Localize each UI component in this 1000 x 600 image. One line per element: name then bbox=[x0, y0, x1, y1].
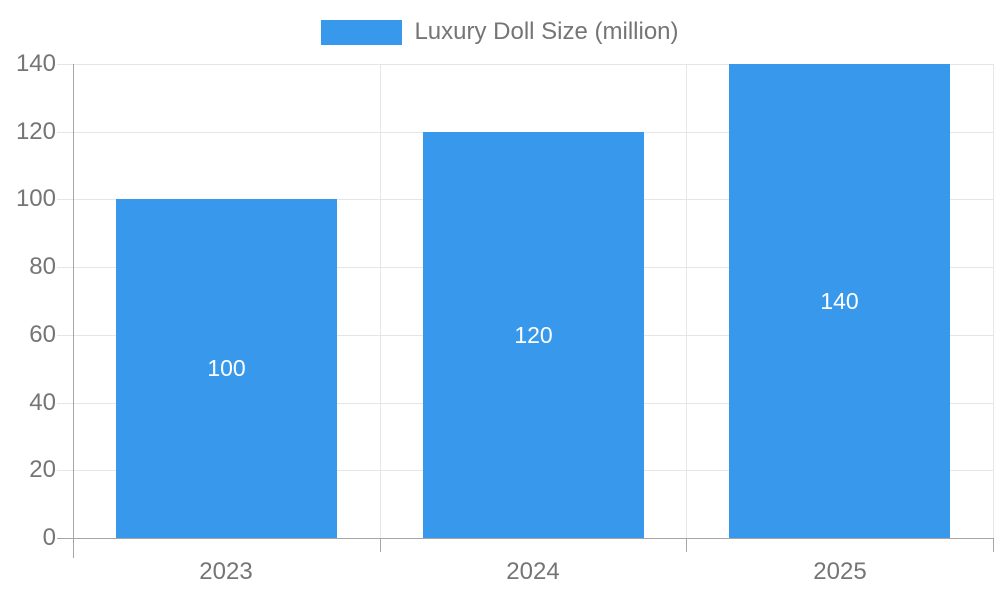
y-axis-tick-label: 100 bbox=[15, 185, 56, 212]
x-axis-tick-label: 2024 bbox=[506, 558, 560, 585]
x-axis-tick bbox=[993, 538, 994, 552]
y-axis-tick bbox=[57, 199, 73, 200]
bar-2025: 140 bbox=[729, 64, 950, 538]
bar-value-label: 100 bbox=[207, 355, 246, 381]
chart-legend[interactable]: Luxury Doll Size (million) bbox=[0, 16, 1000, 48]
y-axis-tick-label: 20 bbox=[29, 456, 56, 483]
y-axis-tick-label: 120 bbox=[15, 118, 56, 145]
legend-swatch bbox=[321, 19, 403, 45]
x-axis-tick bbox=[686, 538, 687, 552]
y-axis-tick-label: 0 bbox=[42, 524, 56, 551]
gridline-vertical bbox=[380, 64, 381, 538]
y-axis-tick-label: 80 bbox=[29, 253, 56, 280]
y-axis-tick-label: 140 bbox=[15, 50, 56, 77]
y-axis-tick-label: 60 bbox=[29, 321, 56, 348]
y-axis-tick bbox=[57, 132, 73, 133]
y-axis-tick bbox=[57, 403, 73, 404]
x-axis-tick bbox=[380, 538, 381, 552]
bar-2024: 120 bbox=[423, 132, 644, 538]
bar-value-label: 120 bbox=[514, 321, 553, 348]
bar-value-label: 140 bbox=[820, 287, 859, 314]
bar-2023: 100 bbox=[116, 199, 337, 538]
y-axis-line bbox=[73, 64, 74, 558]
gridline-horizontal bbox=[73, 64, 993, 65]
x-axis-tick-label: 2025 bbox=[813, 558, 867, 585]
legend-label: Luxury Doll Size (million) bbox=[414, 18, 679, 45]
y-axis-tick bbox=[57, 267, 73, 268]
x-axis-tick-label: 2023 bbox=[199, 558, 253, 585]
x-axis-line bbox=[73, 538, 993, 539]
y-axis-tick bbox=[57, 538, 73, 539]
y-axis-tick bbox=[57, 335, 73, 336]
gridline-vertical bbox=[993, 64, 994, 538]
y-axis-tick bbox=[57, 470, 73, 471]
gridline-vertical bbox=[686, 64, 687, 538]
y-axis-tick bbox=[57, 64, 73, 65]
y-axis-tick-label: 40 bbox=[29, 389, 56, 416]
